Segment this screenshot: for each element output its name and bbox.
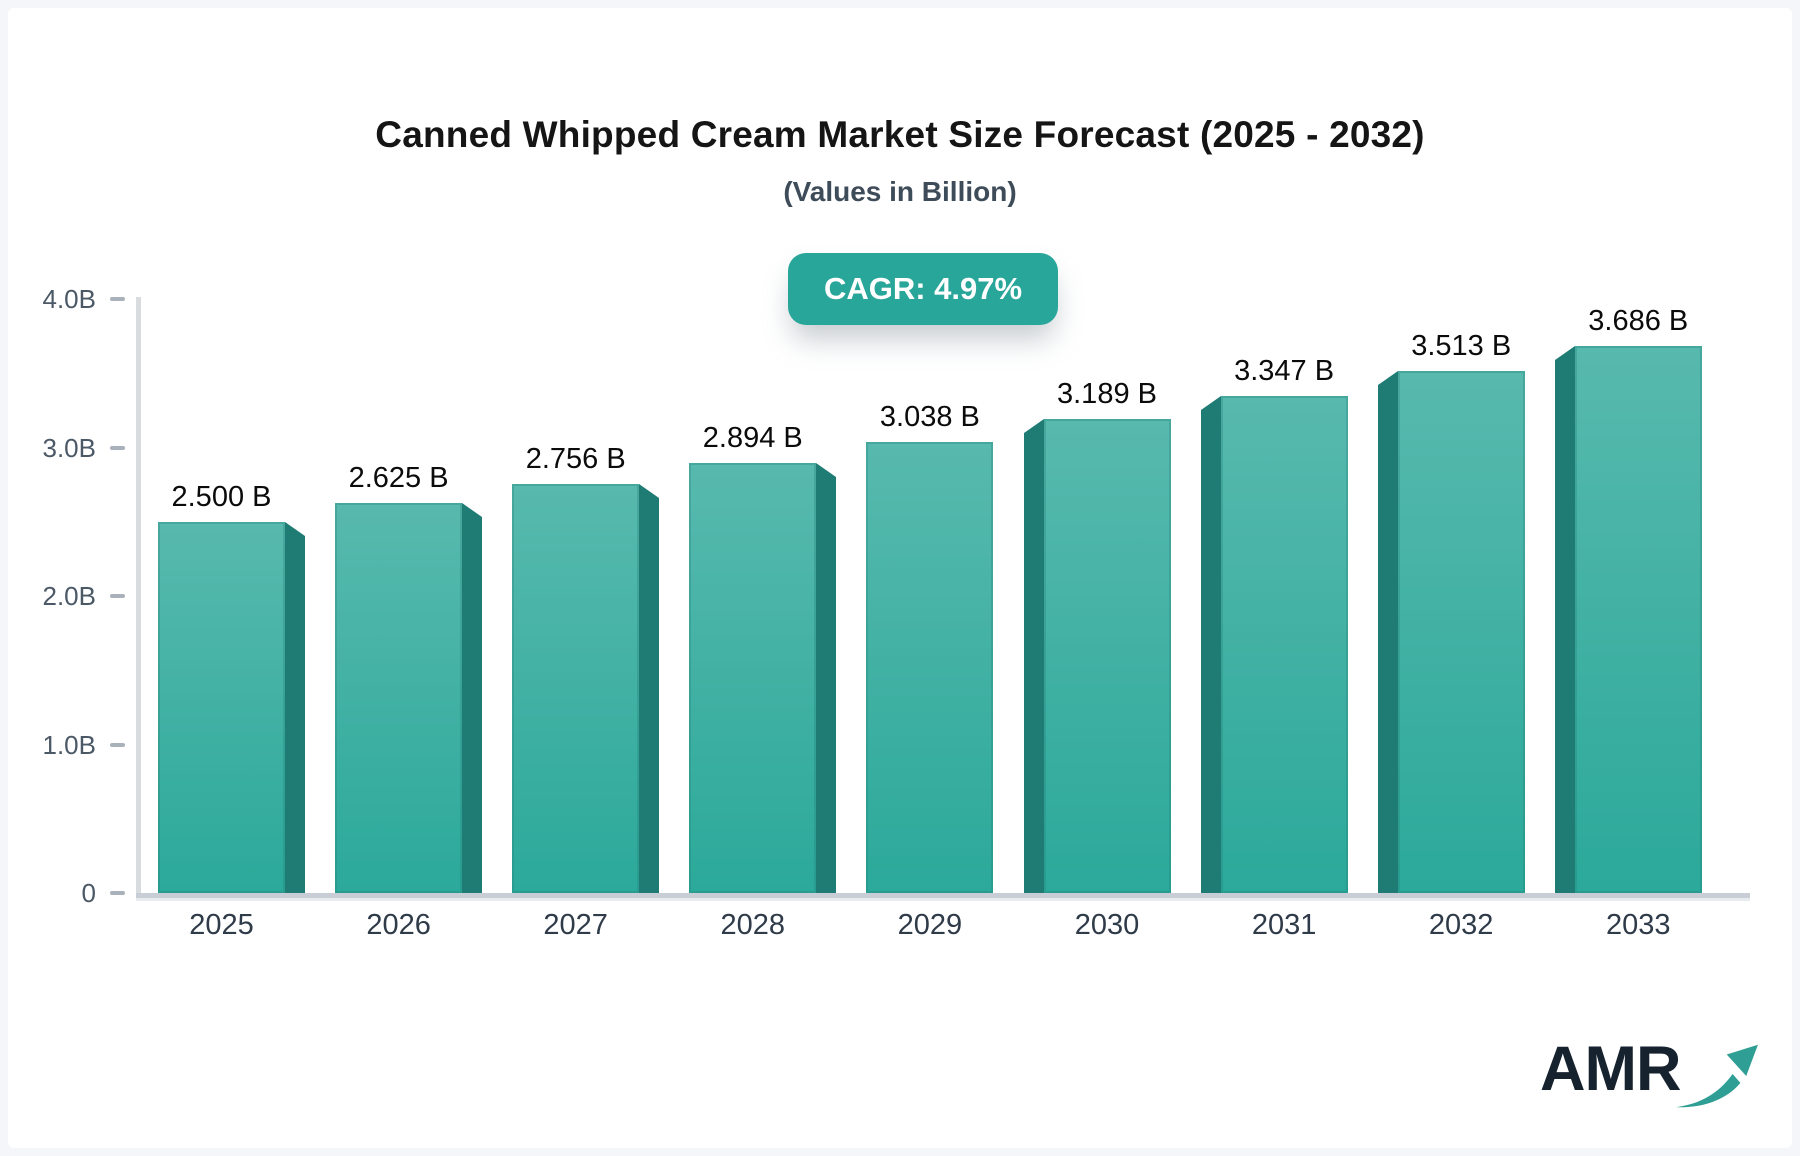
amr-logo-text: AMR: [1540, 1034, 1681, 1104]
bar-side: [1554, 345, 1575, 893]
bar-side-face: [462, 503, 483, 893]
bar-face: [1574, 345, 1702, 893]
bar-face: [689, 463, 817, 893]
bar-value-label: 3.189 B: [1057, 378, 1157, 411]
bar-side-face: [1023, 419, 1044, 893]
bar-value-label: 2.756 B: [525, 442, 626, 475]
y-axis-tick: [110, 742, 125, 747]
bar-side: [285, 521, 305, 893]
x-axis-label: 2029: [897, 909, 963, 941]
bar-side-face: [639, 483, 660, 893]
y-axis-label: 3.0B: [42, 432, 97, 463]
bar-face: [158, 521, 285, 893]
x-axis-label: 2028: [720, 909, 786, 941]
cagr-badge: CAGR: 4.97%: [788, 253, 1058, 325]
y-axis-tick: [110, 594, 125, 598]
bar-face: [512, 483, 640, 893]
bar-value-label: 3.347 B: [1234, 354, 1335, 387]
x-axis-line-shadow: [136, 898, 1750, 901]
bar-side: [639, 483, 660, 893]
amr-logo: AMR: [1540, 1034, 1760, 1115]
bar-chart-plot: 0 1.0B 2.0B 3.0B 4.0B 2.500 B 2025 2.625 B 2026 2…: [8, 8, 1792, 1148]
y-axis-tick: [110, 445, 125, 450]
y-axis-label: 4.0B: [42, 284, 97, 314]
bar-value-label: 2.625 B: [348, 462, 449, 495]
y-axis-tick: [110, 297, 125, 301]
bar-value-label: 3.686 B: [1588, 304, 1689, 337]
y-axis-label: 0: [81, 878, 96, 908]
bar-face: [1220, 395, 1348, 893]
chart-title: Canned Whipped Cream Market Size Forecas…: [375, 114, 1425, 155]
x-axis-label: 2025: [189, 909, 254, 941]
x-axis-label: 2032: [1428, 909, 1494, 941]
bar-side-face: [285, 521, 305, 893]
y-axis-tick: [110, 891, 125, 895]
bar-face: [866, 441, 994, 893]
growth-arrow-icon: [1676, 1044, 1759, 1108]
bar-value-label: 3.038 B: [879, 400, 980, 433]
y-axis-line: [136, 297, 141, 893]
y-axis-label: 2.0B: [42, 581, 97, 611]
bar-side: [1377, 371, 1398, 893]
bar-side: [816, 463, 837, 893]
bar-value-label: 2.500 B: [171, 480, 272, 513]
bar-side-face: [1554, 345, 1575, 893]
x-axis-label: 2033: [1606, 909, 1671, 941]
bar-value-label: 2.894 B: [702, 422, 803, 455]
chart-subtitle: (Values in Billion): [783, 176, 1017, 207]
bar-side-face: [1200, 395, 1221, 893]
x-axis-label: 2031: [1251, 909, 1317, 941]
x-axis-label: 2030: [1074, 909, 1140, 941]
chart-card: Canned Whipped Cream Market Size Forecas…: [8, 8, 1792, 1148]
bar-side-face: [816, 463, 837, 893]
bar-face: [1043, 419, 1171, 893]
x-axis-label: 2027: [543, 909, 608, 941]
x-axis-label: 2026: [366, 909, 431, 941]
bar-value-label: 3.513 B: [1411, 330, 1512, 363]
bar-side: [1200, 395, 1221, 893]
x-axis-line: [136, 893, 1750, 898]
y-axis-label: 1.0B: [42, 729, 97, 760]
bar-side: [462, 503, 483, 893]
bar-side: [1023, 419, 1044, 893]
bar-face: [1397, 371, 1525, 893]
bar-face: [335, 503, 463, 893]
bar-side-face: [1377, 371, 1398, 893]
